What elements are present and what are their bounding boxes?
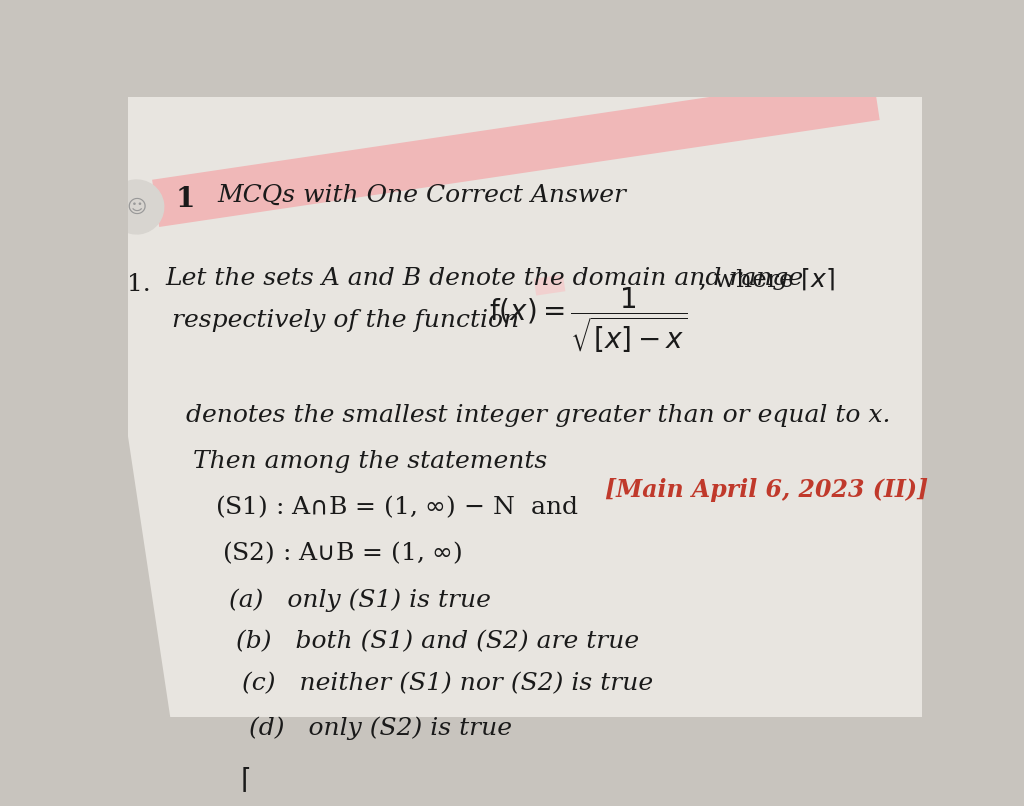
- Text: (c)   neither (S1) nor (S2) is true: (c) neither (S1) nor (S2) is true: [242, 672, 653, 696]
- Text: 1.: 1.: [127, 273, 151, 296]
- Circle shape: [110, 180, 164, 234]
- Text: (a)   only (S1) is true: (a) only (S1) is true: [229, 588, 492, 613]
- Text: Let the sets A and B denote the domain and range: Let the sets A and B denote the domain a…: [165, 268, 804, 290]
- Text: ☺: ☺: [126, 197, 146, 217]
- Text: $\lceil$: $\lceil$: [240, 765, 250, 794]
- Text: (S1) : A$\cap$B = (1, $\infty$) $-$ N  and: (S1) : A$\cap$B = (1, $\infty$) $-$ N an…: [215, 493, 579, 520]
- Bar: [153, 73, 880, 227]
- Bar: [534, 275, 565, 296]
- Text: , where $\lceil x \rceil$: , where $\lceil x \rceil$: [698, 266, 835, 292]
- Text: (S2) : A$\cup$B = (1, $\infty$): (S2) : A$\cup$B = (1, $\infty$): [222, 539, 463, 566]
- Text: (d)   only (S2) is true: (d) only (S2) is true: [249, 717, 512, 740]
- Text: 1: 1: [175, 186, 195, 214]
- Text: respectively of the function: respectively of the function: [172, 310, 519, 332]
- Text: Then among the statements: Then among the statements: [193, 450, 547, 473]
- Text: (b)   both (S1) and (S2) are true: (b) both (S1) and (S2) are true: [236, 630, 639, 654]
- Text: $\mathrm{f}(x) = \dfrac{1}{\sqrt{[x] - x}}$: $\mathrm{f}(x) = \dfrac{1}{\sqrt{[x] - x…: [489, 285, 688, 355]
- Text: [Main April 6, 2023 (II)]: [Main April 6, 2023 (II)]: [604, 479, 928, 502]
- Text: denotes the smallest integer greater than or equal to x.: denotes the smallest integer greater tha…: [186, 405, 891, 427]
- Text: MCQs with One Correct Answer: MCQs with One Correct Answer: [217, 184, 626, 206]
